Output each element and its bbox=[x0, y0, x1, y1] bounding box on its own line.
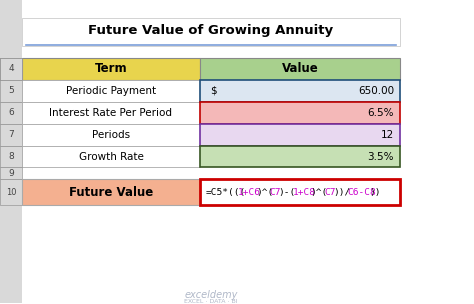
Text: 5: 5 bbox=[8, 86, 14, 95]
Bar bbox=[22, 18, 400, 46]
Text: 650.00: 650.00 bbox=[358, 86, 394, 96]
Bar bbox=[200, 102, 400, 124]
Text: 7: 7 bbox=[8, 130, 14, 139]
Text: EXCEL · DATA · BI: EXCEL · DATA · BI bbox=[184, 299, 238, 304]
Bar bbox=[0, 58, 22, 80]
Bar bbox=[22, 58, 200, 80]
Text: )^(: )^( bbox=[310, 188, 328, 197]
Bar bbox=[22, 80, 200, 102]
Text: )^(: )^( bbox=[256, 188, 273, 197]
Bar bbox=[0, 168, 22, 179]
Text: Interest Rate Per Period: Interest Rate Per Period bbox=[49, 108, 173, 118]
Text: Term: Term bbox=[95, 62, 128, 75]
Text: $: $ bbox=[210, 86, 217, 96]
Bar bbox=[22, 102, 200, 124]
Text: Periodic Payment: Periodic Payment bbox=[66, 86, 156, 96]
Text: C7: C7 bbox=[324, 188, 336, 197]
Text: 8: 8 bbox=[8, 152, 14, 161]
Bar bbox=[0, 146, 22, 168]
Text: ))/: ))/ bbox=[333, 188, 351, 197]
Text: 3.5%: 3.5% bbox=[367, 151, 394, 161]
Text: 9: 9 bbox=[8, 169, 14, 178]
Bar bbox=[0, 102, 22, 124]
Text: )): )) bbox=[370, 188, 381, 197]
Text: )-(: )-( bbox=[279, 188, 296, 197]
Text: 6: 6 bbox=[8, 108, 14, 117]
Text: 1+C6: 1+C6 bbox=[238, 188, 261, 197]
Bar bbox=[200, 58, 400, 80]
Text: Growth Rate: Growth Rate bbox=[79, 151, 144, 161]
Text: Periods: Periods bbox=[92, 130, 130, 140]
Text: exceldemy: exceldemy bbox=[184, 290, 237, 300]
Bar bbox=[0, 0, 22, 303]
Bar bbox=[0, 124, 22, 146]
Text: 4: 4 bbox=[8, 64, 14, 73]
Text: 10: 10 bbox=[6, 188, 16, 197]
Text: =C5*(((: =C5*((( bbox=[206, 188, 246, 197]
Bar bbox=[22, 124, 200, 146]
Text: C7: C7 bbox=[270, 188, 281, 197]
Bar bbox=[0, 179, 22, 205]
Text: Value: Value bbox=[282, 62, 319, 75]
Bar bbox=[22, 146, 200, 168]
Bar bbox=[22, 179, 200, 205]
Text: C6-C8: C6-C8 bbox=[347, 188, 376, 197]
Text: Future Value: Future Value bbox=[69, 186, 153, 199]
Bar bbox=[200, 146, 400, 168]
Text: Future Value of Growing Annuity: Future Value of Growing Annuity bbox=[89, 24, 334, 37]
Bar bbox=[0, 80, 22, 102]
Text: 6.5%: 6.5% bbox=[367, 108, 394, 118]
Text: 12: 12 bbox=[381, 130, 394, 140]
Bar bbox=[0, 58, 22, 80]
Bar bbox=[200, 124, 400, 146]
Text: 1+C8: 1+C8 bbox=[292, 188, 316, 197]
Bar bbox=[200, 80, 400, 102]
Bar bbox=[200, 179, 400, 205]
